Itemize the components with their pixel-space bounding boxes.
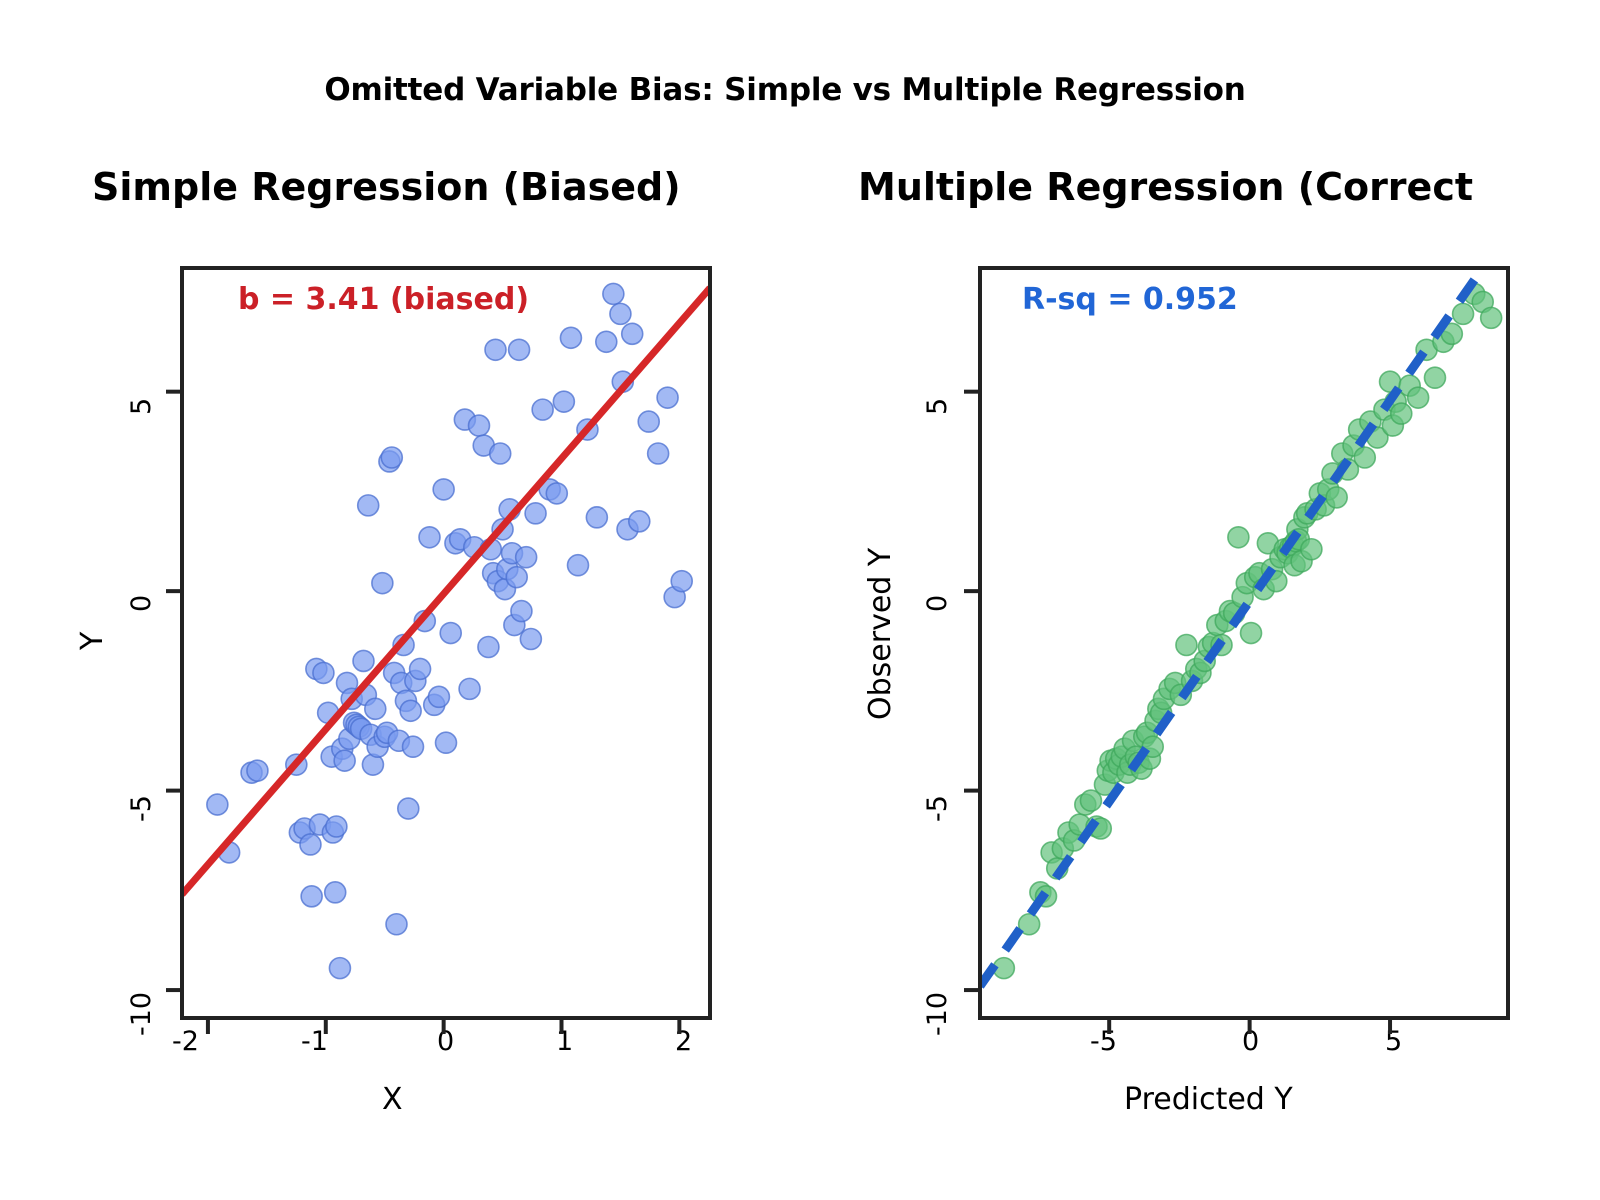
left-ytick-3: -10 bbox=[126, 991, 157, 1036]
right-ytick-0: 5 bbox=[922, 397, 953, 415]
right-ytick-1: 0 bbox=[922, 594, 953, 612]
right-plot-frame bbox=[978, 266, 1510, 1020]
left-xtick-3: 1 bbox=[556, 1026, 574, 1057]
left-ytick-1: 0 bbox=[126, 594, 157, 612]
left-fit-line bbox=[184, 285, 708, 897]
left-xtick-2: 0 bbox=[437, 1026, 455, 1057]
right-xtick-0: -5 bbox=[1090, 1026, 1117, 1057]
left-xtick-1: -1 bbox=[301, 1026, 328, 1057]
left-annotation-beta: b = 3.41 (biased) bbox=[238, 282, 530, 317]
left-axis-ticks bbox=[166, 389, 682, 1034]
right-xaxis-label: Predicted Y bbox=[1124, 1082, 1293, 1117]
figure-suptitle: Omitted Variable Bias: Simple vs Multipl… bbox=[324, 72, 1246, 108]
left-plot-frame bbox=[180, 266, 712, 1020]
right-xtick-2: 5 bbox=[1385, 1026, 1403, 1057]
left-xtick-4: 2 bbox=[675, 1026, 693, 1057]
right-panel-title: Multiple Regression (Correct bbox=[858, 165, 1474, 209]
right-annotation-rsq: R-sq = 0.952 bbox=[1022, 282, 1238, 317]
right-yaxis-label: Observed Y bbox=[863, 547, 898, 720]
left-xtick-0: -2 bbox=[172, 1026, 199, 1057]
left-xaxis-label: X bbox=[382, 1082, 403, 1117]
right-xtick-1: 0 bbox=[1242, 1026, 1260, 1057]
left-scatter-points bbox=[206, 282, 694, 980]
left-ytick-0: 5 bbox=[126, 397, 157, 415]
right-ytick-3: -10 bbox=[922, 991, 953, 1036]
right-ytick-2: -5 bbox=[922, 795, 953, 822]
right-axis-ticks bbox=[964, 389, 1393, 1034]
right-scatter-points bbox=[992, 282, 1503, 980]
left-panel-title: Simple Regression (Biased) bbox=[92, 165, 681, 209]
left-yaxis-label: Y bbox=[75, 631, 110, 650]
right-identity-line bbox=[982, 270, 1487, 989]
left-ytick-2: -5 bbox=[126, 795, 157, 822]
